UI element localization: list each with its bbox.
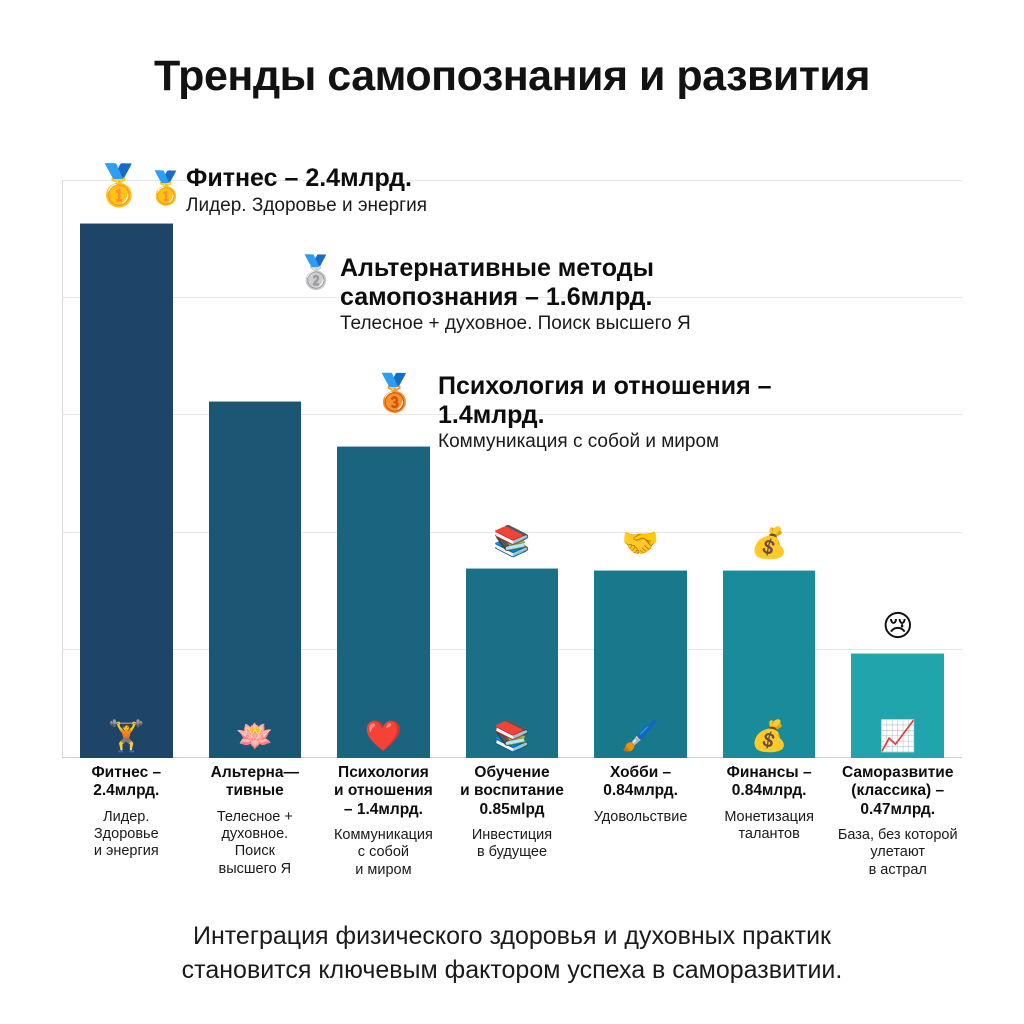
- bar-1[interactable]: 🏋️: [80, 223, 173, 758]
- x-tick-description: Телесное + духовное. Поиск высшего Я: [216, 808, 293, 877]
- bar-slot: 🪷: [208, 180, 302, 758]
- x-tick-label-2: Альтерна— тивные Телесное + духовное. Пои…: [191, 764, 320, 878]
- books-icon: 📚: [493, 719, 531, 754]
- bronze-medal-icon: 🥉: [372, 373, 417, 414]
- x-tick-label-3: Психология и отношения – 1.4млрд. Коммуни…: [319, 764, 448, 879]
- x-tick-label-4: Обучение и воспитание 0.85мlрд Инвестиция…: [448, 764, 577, 862]
- bar-3[interactable]: ❤️: [337, 445, 430, 758]
- bar-slot: 📚 📚: [465, 180, 559, 758]
- chart-increasing-icon: 📈: [879, 719, 917, 754]
- page-title: Тренды самопознания и развития: [154, 52, 870, 100]
- x-tick-name: Альтерна— тивные: [210, 764, 300, 800]
- x-tick-name: Хобби – 0.84млрд.: [603, 764, 678, 800]
- callout-subtitle: Коммуникация с собой и миром: [438, 431, 720, 452]
- callout-subtitle: Телесное + духовное. Поиск высшего Я: [340, 313, 691, 334]
- callout-title: Альтернативные методы самопознания – 1.6…: [340, 254, 654, 311]
- handshake-icon: 🤝: [621, 526, 660, 562]
- bar-slot: ❤️: [337, 180, 430, 758]
- x-tick-description: Инвестиция в будущее: [471, 826, 553, 861]
- gridline: [62, 414, 962, 415]
- gold-medal-icon-secondary: 🥇: [146, 169, 186, 207]
- money-bag-icon: 💰: [750, 719, 788, 754]
- x-tick-name: Фитнес – 2.4млрд.: [91, 764, 162, 800]
- x-tick-name: Финансы – 0.84млрд.: [726, 764, 812, 800]
- paintbrush-icon: 🖌️: [621, 719, 660, 754]
- bar-slot: 💰 💰: [722, 180, 816, 758]
- bar-series: 🏋️ 🪷 ❤️ 📚 📚 🖌️ 🤝 💰 💰 📈 😢: [62, 180, 962, 758]
- money-bag-icon: 💰: [750, 526, 788, 562]
- bar-slot: 📈 😢: [851, 180, 944, 758]
- x-tick-description: Монетизация талантов: [724, 808, 814, 842]
- x-tick-name: Обучение и воспитание 0.85мlрд: [460, 764, 564, 818]
- x-tick-description: Лидер. Здоровье и энергия: [93, 808, 159, 860]
- x-tick-label-1: Фитнес – 2.4млрд. Лидер. Здоровье и энерг…: [62, 764, 191, 861]
- silver-medal-icon: 🥈: [296, 253, 336, 291]
- x-tick-label-6: Финансы – 0.84млрд. Монетизация талантов: [705, 764, 834, 843]
- x-tick-name: Психология и отношения – 1.4млрд.: [334, 764, 433, 818]
- bar-6[interactable]: 💰: [722, 570, 816, 758]
- x-tick-label-5: Хобби – 0.84млрд. Удовольствие: [576, 764, 705, 826]
- callout-alternative-methods: 🥈 Альтернативные методы самопознания – 1…: [296, 254, 691, 336]
- x-tick-description: Коммуникация с собой и миром: [333, 826, 433, 878]
- callout-psychology: 🥉 Психология и отношения – 1.4млрд. Комм…: [372, 372, 772, 454]
- gridline: [62, 532, 962, 533]
- x-tick-label-7: Саморазвитие (классика) – 0.47млрд. База,…: [833, 764, 962, 879]
- bar-4[interactable]: 📚: [465, 568, 559, 758]
- callout-title: Фитнес – 2.4млрд.: [186, 164, 412, 192]
- x-tick-description: Удовольствие: [593, 808, 688, 825]
- bar-7[interactable]: 📈: [851, 652, 944, 758]
- callout-subtitle: Лидер. Здоровье и энергия: [186, 194, 428, 216]
- dumbbell-icon: 🏋️: [107, 719, 145, 754]
- callout-fitness: 🥇 🥇 Фитнес – 2.4млрд. Лидер. Здоровье и …: [94, 164, 428, 217]
- bar-slot: 🏋️: [80, 180, 173, 758]
- bar-5[interactable]: 🖌️: [594, 570, 687, 758]
- gridline: [62, 180, 962, 181]
- gridline: [62, 297, 962, 298]
- heart-icon: ❤️: [364, 719, 403, 754]
- lotus-icon: 🪷: [236, 719, 274, 754]
- bar-2[interactable]: 🪷: [208, 401, 302, 758]
- x-axis-labels: Фитнес – 2.4млрд. Лидер. Здоровье и энерг…: [62, 764, 962, 904]
- chart-plot-area: 🏋️ 🪷 ❤️ 📚 📚 🖌️ 🤝 💰 💰 📈 😢: [62, 180, 962, 758]
- y-axis-line: [62, 180, 63, 758]
- footer-caption: Интеграция физического здоровья и духовн…: [181, 922, 843, 984]
- bar-slot: 🖌️ 🤝: [594, 180, 687, 758]
- books-icon: 📚: [493, 524, 531, 560]
- gold-medal-icon: 🥇: [94, 163, 144, 209]
- x-tick-description: База, без которой улетают в астрал: [837, 826, 958, 878]
- callout-title: Психология и отношения – 1.4млрд.: [438, 372, 772, 429]
- x-tick-name: Саморазвитие (классика) – 0.47млрд.: [841, 764, 954, 818]
- crying-face-icon: 😢: [882, 608, 914, 644]
